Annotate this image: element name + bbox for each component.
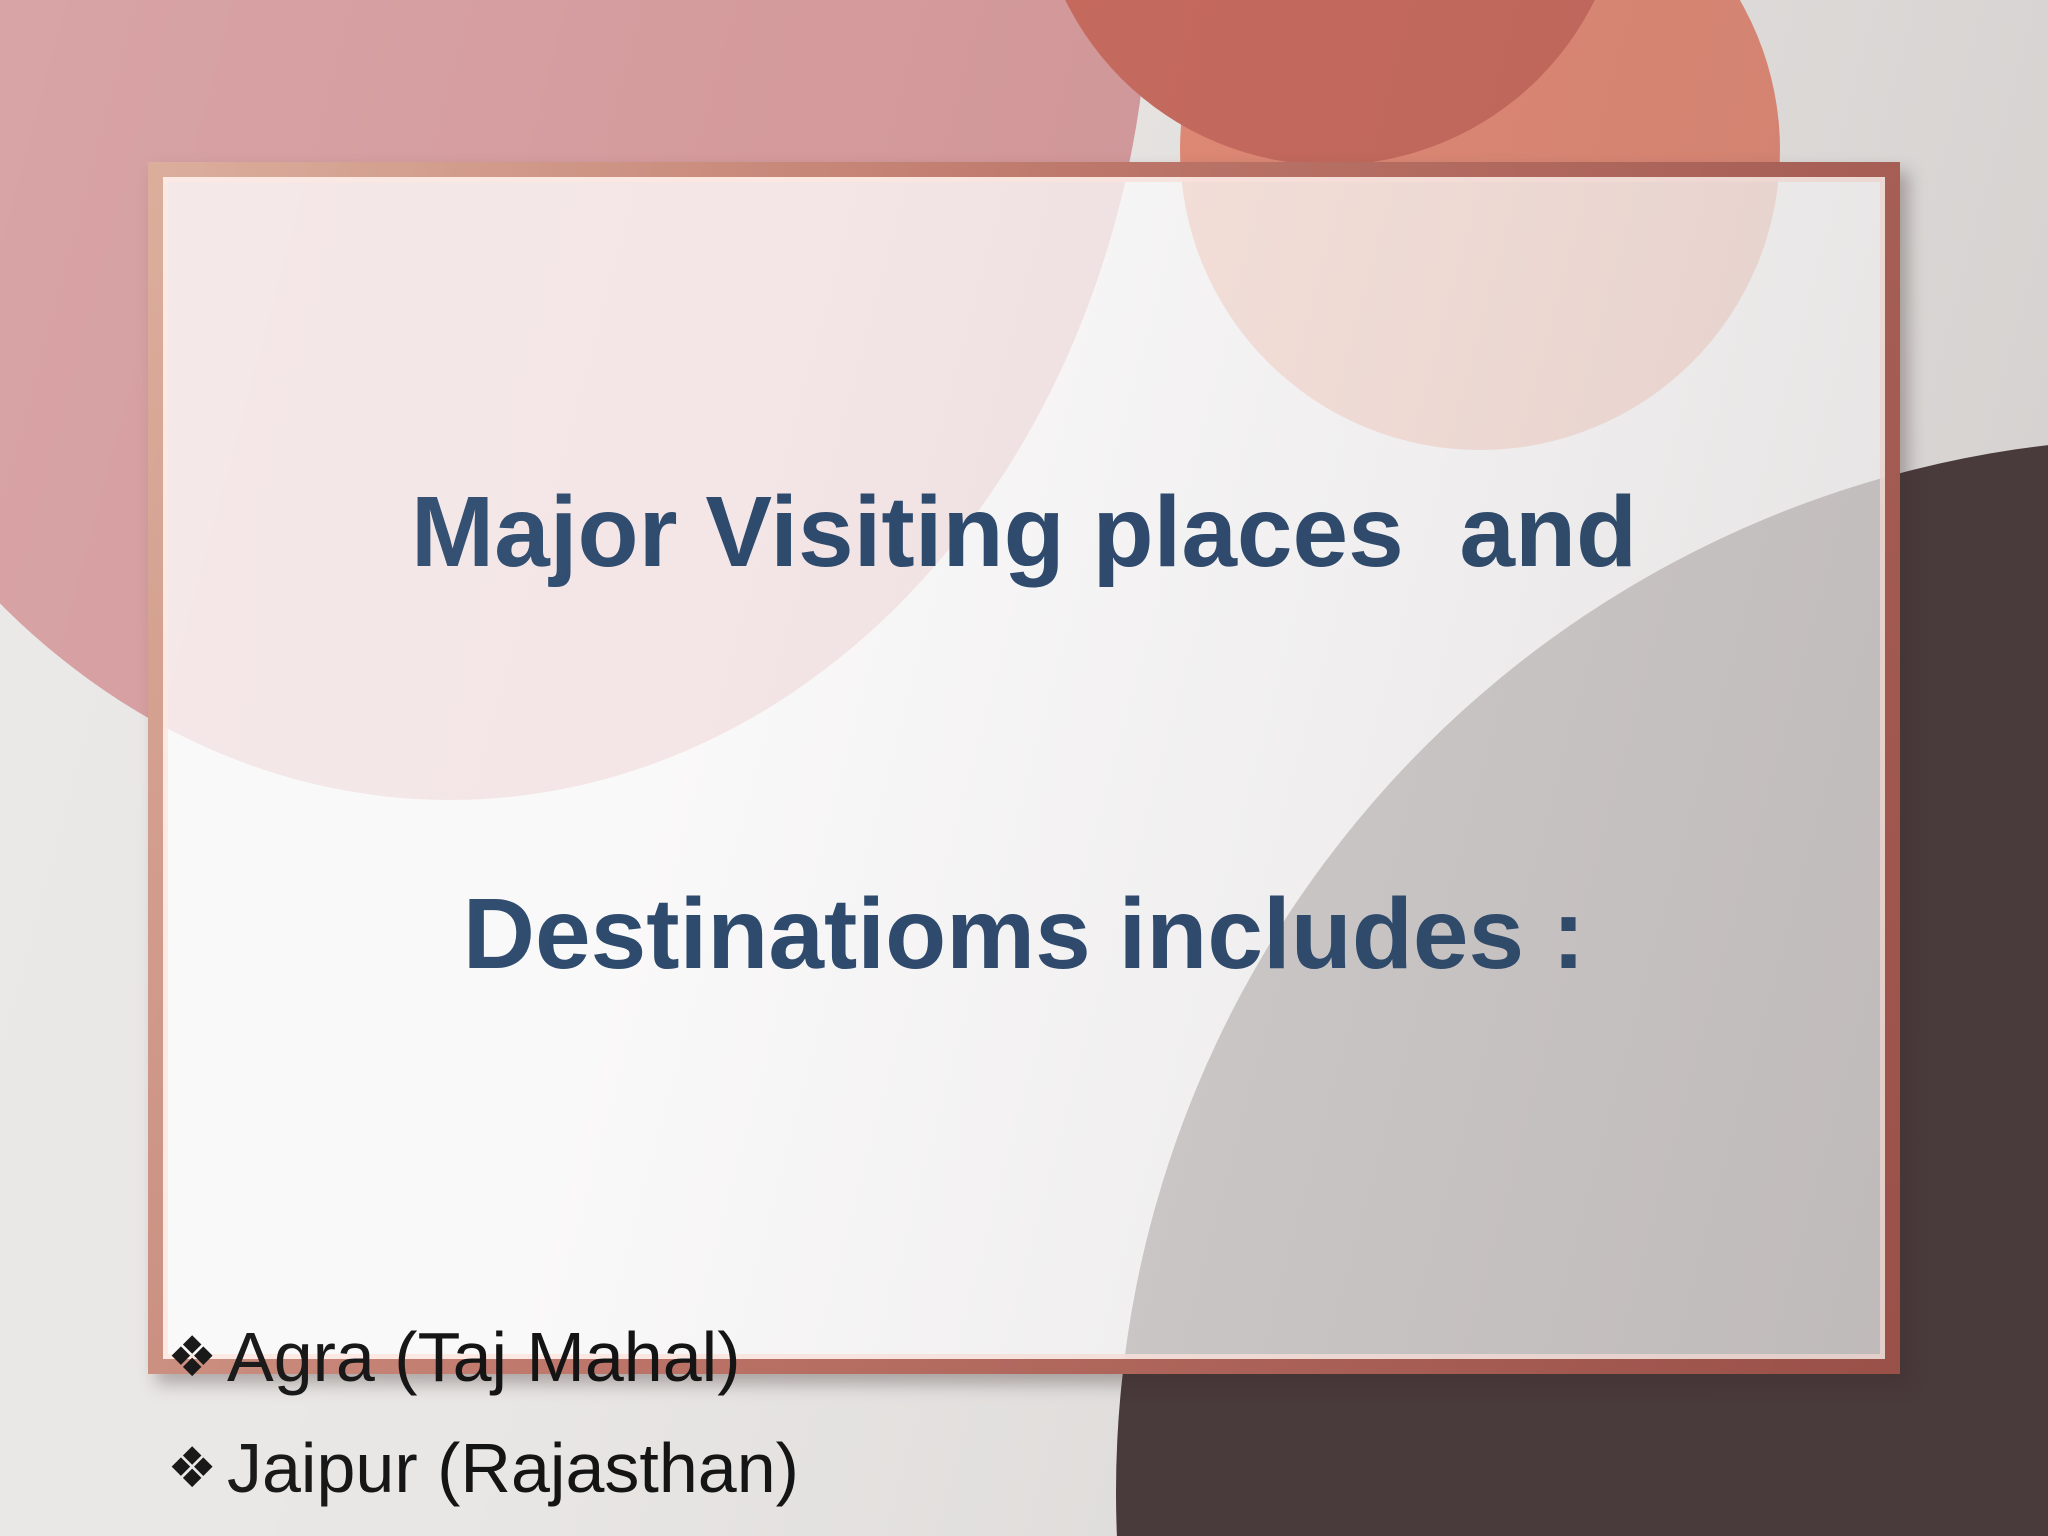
destinations-list: ❖Agra (Taj Mahal)❖Jaipur (Rajasthan)❖Goa… [163, 1319, 1885, 1536]
coral-dark-circle-shape [1065, 0, 1595, 165]
destination-text: Jaipur (Rajasthan) [227, 1430, 1855, 1507]
destination-item: ❖ Jaipur (Rajasthan) [167, 1430, 1855, 1507]
diamond-bullet-icon: ❖ [167, 1436, 218, 1501]
destination-item: ❖ Agra (Taj Mahal) [167, 1319, 1855, 1396]
content-panel: Major Visiting places and Destinatioms i… [148, 162, 1900, 1507]
slide-title: Major Visiting places and Destinatioms i… [193, 197, 1855, 1269]
destination-text-line: Jaipur (Rajasthan) [227, 1429, 799, 1507]
destination-text-line: Agra (Taj Mahal) [227, 1318, 741, 1396]
diamond-bullet-icon: ❖ [167, 1325, 218, 1390]
slide-title-line-2: Destinatioms includes : [462, 878, 1586, 990]
slide-title-line-1: Major Visiting places and [410, 476, 1638, 588]
destination-text: Agra (Taj Mahal) [227, 1319, 1855, 1396]
